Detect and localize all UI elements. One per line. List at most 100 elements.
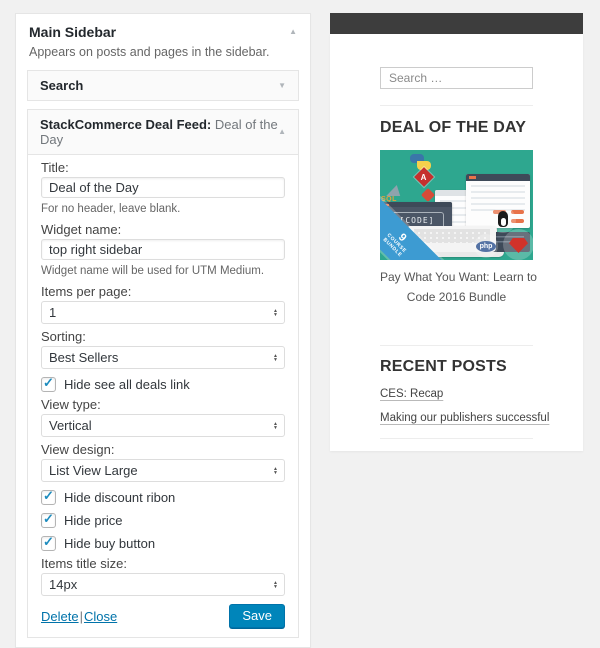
hide-price-label: Hide price [64,512,123,528]
select-stepper-icon: ▲ ▼ [273,465,278,476]
hide-price-row[interactable]: ✓ Hide price [41,512,285,528]
orange-button-graphic [511,219,524,223]
ruby-icon [503,229,533,260]
penguin-belly [501,218,506,226]
widget-name-field-label: Widget name: [41,222,122,237]
close-link[interactable]: Close [83,608,118,624]
main-sidebar-panel: Main Sidebar ▲ Appears on posts and page… [15,13,311,648]
hide-ribbon-checkbox[interactable]: ✓ [41,487,56,505]
divider [380,105,533,106]
widget-search-header[interactable]: Search ▼ [27,70,299,101]
divider [380,345,533,346]
site-preview: DEAL OF THE DAY A SQL [330,13,583,451]
panel-title: Main Sidebar [29,24,117,40]
title-field[interactable] [41,177,285,198]
view-type-value: Vertical [49,418,92,433]
items-per-page-select[interactable]: 1 ▲ ▼ [41,301,285,324]
sorting-label: Sorting: [41,329,86,344]
check-icon: ✓ [43,533,54,549]
widget-dealfeed-header[interactable]: StackCommerce Deal Feed: Deal of the Day… [28,110,298,155]
window-button [385,203,389,206]
laptop-keys [414,229,490,243]
check-icon: ✓ [43,374,54,390]
check-icon: ✓ [43,510,54,526]
link-separator: | [79,608,83,624]
shark-fin-icon [386,185,404,196]
deal-of-the-day-heading: DEAL OF THE DAY [380,119,527,136]
deal-title-line: Pay What You Want: Learn to [380,270,537,284]
select-stepper-icon: ▲ ▼ [273,420,278,431]
hide-buy-row[interactable]: ✓ Hide buy button [41,535,285,551]
save-button[interactable]: Save [229,604,285,628]
view-type-select[interactable]: Vertical ▲ ▼ [41,414,285,437]
select-stepper-icon: ▲ ▼ [273,579,278,590]
window-button [469,176,476,179]
window-titlebar [382,202,452,207]
check-icon: ✓ [43,487,54,503]
hide-see-all-label: Hide see all deals link [64,376,190,392]
items-title-size-label: Items title size: [41,556,127,571]
site-header-bar [330,13,583,34]
select-stepper-icon: ▲ ▼ [273,307,278,318]
chevron-up-icon[interactable]: ▲ [278,127,286,136]
python-icon [410,154,424,163]
deal-image[interactable]: A SQL [CODE] [380,150,533,260]
view-type-label: View type: [41,397,101,412]
select-stepper-icon: ▲ ▼ [273,352,278,363]
divider [380,438,533,439]
recent-post-item: Making our publishers successful [380,412,549,424]
widget-name-field[interactable] [41,239,285,260]
angular-icon: A [414,167,434,187]
orange-button-graphic [511,210,524,214]
ruby-gem [509,238,528,253]
items-title-size-value: 14px [49,577,78,592]
gem-icon [420,187,436,203]
deal-title-link[interactable]: Pay What You Want: Learn to Code 2016 Bu… [380,267,537,307]
deal-title-line: Code 2016 Bundle [406,290,507,304]
hide-buy-label: Hide buy button [64,535,156,551]
items-per-page-label: Items per page: [41,284,132,299]
title-field-help: For no header, leave blank. [41,203,181,215]
hide-see-all-row[interactable]: ✓ Hide see all deals link [41,376,285,392]
hide-buy-checkbox[interactable]: ✓ [41,533,56,551]
hide-price-checkbox[interactable]: ✓ [41,510,56,528]
linux-icon [490,207,516,233]
view-design-label: View design: [41,442,115,457]
items-title-size-select[interactable]: 14px ▲ ▼ [41,573,285,596]
form-lines [471,185,525,211]
window-titlebar [466,174,530,181]
python-icon [417,161,431,170]
hide-ribbon-row[interactable]: ✓ Hide discount ribon [41,489,285,505]
view-design-select[interactable]: List View Large ▲ ▼ [41,459,285,482]
hide-ribbon-label: Hide discount ribon [64,489,176,505]
items-per-page-value: 1 [49,305,57,320]
main-sidebar-header: Main Sidebar ▲ [27,22,299,40]
hide-see-all-checkbox[interactable]: ✓ [41,374,56,392]
view-design-value: List View Large [49,463,138,478]
chevron-down-icon[interactable]: ▼ [278,80,286,90]
site-sidebar: DEAL OF THE DAY A SQL [330,34,583,451]
widget-dealfeed-title-bold: StackCommerce Deal Feed: [40,117,212,132]
recent-posts-heading: RECENT POSTS [380,358,507,375]
delete-link[interactable]: Delete [41,608,79,624]
php-label: php [476,241,496,252]
search-input[interactable] [380,67,533,89]
widget-name-field-help: Widget name will be used for UTM Medium. [41,265,265,277]
sql-label: SQL [381,196,397,203]
widget-dealfeed-form: Title: For no header, leave blank. Widge… [28,155,298,637]
footer-links: Delete|Close [41,609,117,624]
post-link[interactable]: Making our publishers successful [380,412,550,424]
sorting-select[interactable]: Best Sellers ▲ ▼ [41,346,285,369]
php-icon: php [474,234,498,258]
widget-dealfeed-title-rest: Deal of the Day [40,117,278,147]
collapse-icon[interactable]: ▲ [289,27,297,36]
widget-dealfeed: StackCommerce Deal Feed: Deal of the Day… [27,109,299,638]
laptop-base-graphic [400,252,504,257]
widget-search-title: Search [40,78,84,93]
recent-post-item: CES: Recap [380,388,533,400]
widget-dealfeed-title: StackCommerce Deal Feed: Deal of the Day [40,117,278,147]
post-link[interactable]: CES: Recap [380,388,444,400]
form-footer: Delete|Close Save [41,604,285,628]
panel-description: Appears on posts and pages in the sideba… [29,45,270,59]
terminal-lines [472,236,524,246]
